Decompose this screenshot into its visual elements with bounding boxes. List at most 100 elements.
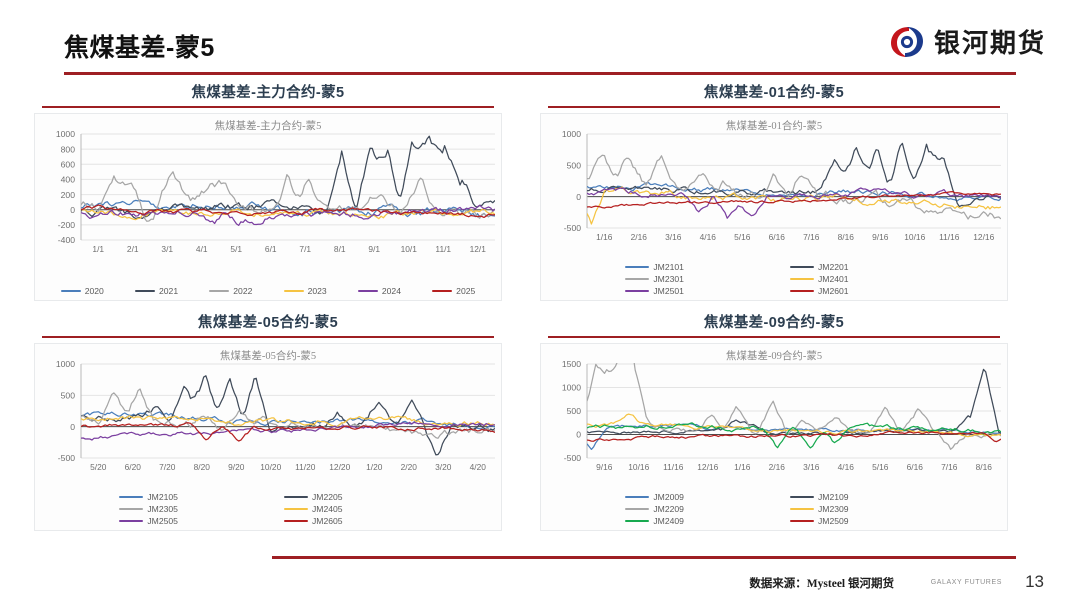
svg-text:1500: 1500 [562, 359, 581, 369]
svg-text:7/16: 7/16 [941, 462, 958, 472]
legend-swatch [625, 277, 650, 281]
svg-text:1000: 1000 [562, 383, 581, 393]
legend-item: JM2405 [268, 504, 433, 514]
legend-swatch [790, 519, 814, 523]
legend-swatch [134, 289, 155, 293]
legend-label: JM2109 [818, 492, 849, 502]
line-chart-plot: 1000 500 0 -500 5/20 6/20 7/20 8/20 9/20 10/20 11/… [56, 359, 495, 472]
legend-label: 2025 [456, 286, 476, 296]
svg-text:5/20: 5/20 [90, 462, 107, 472]
legend-item: 2023 [268, 286, 342, 296]
chart-card: 焦煤基差-09合约-蒙5 1500 1000 500 0 -500 9/16 10/16 11… [540, 343, 1008, 531]
legend-swatch [60, 289, 81, 293]
legend-label: JM2605 [312, 516, 343, 526]
svg-text:-500: -500 [564, 453, 581, 463]
legend-label: JM2505 [147, 516, 178, 526]
panel-divider [548, 336, 1000, 338]
svg-text:6/20: 6/20 [125, 462, 142, 472]
legend-label: 2024 [381, 286, 401, 296]
svg-text:7/1: 7/1 [299, 244, 311, 254]
line-chart-plot: 1000 500 0 -500 1/16 2/16 3/16 4/16 5/16 6/16 7/16… [562, 129, 1001, 242]
panel-title: 焦煤基差-05合约-蒙5 [197, 315, 339, 331]
header-divider [64, 72, 1016, 75]
svg-text:6/16: 6/16 [769, 232, 786, 242]
legend-swatch [790, 495, 814, 499]
svg-text:10/16: 10/16 [904, 232, 925, 242]
svg-text:10/1: 10/1 [401, 244, 418, 254]
legend-swatch [790, 289, 814, 293]
legend-swatch [119, 507, 144, 511]
legend-swatch [284, 507, 308, 511]
svg-text:4/20: 4/20 [470, 462, 487, 472]
svg-text:2/16: 2/16 [769, 462, 786, 472]
legend-label: JM2501 [653, 286, 684, 296]
svg-text:8/1: 8/1 [334, 244, 346, 254]
legend-item: JM2505 [103, 516, 268, 526]
svg-text:0: 0 [576, 192, 581, 202]
legend-item: JM2205 [268, 492, 433, 502]
legend-item: JM2605 [268, 516, 433, 526]
legend-swatch [625, 519, 650, 523]
svg-text:7/16: 7/16 [803, 232, 820, 242]
svg-text:-500: -500 [564, 223, 581, 233]
panel-divider [42, 336, 494, 338]
legend-label: JM2301 [653, 274, 684, 284]
chart-legend: JM2105 JM2205 JM2305 JM2405 JM2505 JM2605 [35, 492, 501, 526]
legend-swatch [625, 289, 650, 293]
svg-text:12/20: 12/20 [329, 462, 350, 472]
svg-text:-400: -400 [58, 235, 75, 245]
svg-text:600: 600 [61, 159, 76, 169]
legend-item: 2021 [119, 286, 193, 296]
legend-swatch [283, 289, 304, 293]
legend-swatch [790, 265, 814, 269]
legend-item: JM2109 [774, 492, 939, 502]
svg-text:800: 800 [61, 144, 76, 154]
legend-swatch [625, 507, 650, 511]
legend-swatch [625, 265, 650, 269]
chart-panel-contract-05: 焦煤基差-05合约-蒙5 焦煤基差-05合约-蒙5 1000 500 0 -500 5/… [34, 312, 502, 544]
brand-name: 银河期货 [933, 28, 1046, 58]
svg-text:12/1: 12/1 [470, 244, 487, 254]
legend-label: 2023 [307, 286, 327, 296]
legend-swatch [357, 289, 378, 293]
chart-legend: JM2009 JM2109 JM2209 JM2309 JM2409 JM2509 [541, 492, 1007, 526]
svg-text:1000: 1000 [56, 359, 75, 369]
svg-text:11/16: 11/16 [663, 462, 684, 472]
legend-item: JM2101 [609, 262, 774, 272]
legend-item: JM2409 [609, 516, 774, 526]
svg-text:4/16: 4/16 [700, 232, 717, 242]
legend-label: 2020 [84, 286, 104, 296]
svg-text:12/16: 12/16 [697, 462, 718, 472]
legend-swatch [284, 519, 308, 523]
legend-item: JM2009 [609, 492, 774, 502]
svg-text:3/1: 3/1 [161, 244, 173, 254]
svg-text:5/16: 5/16 [872, 462, 889, 472]
legend-label: JM2409 [653, 516, 684, 526]
chart-panel-contract-09: 焦煤基差-09合约-蒙5 焦煤基差-09合约-蒙5 1500 1000 500 0 -5… [540, 312, 1008, 544]
svg-text:8/16: 8/16 [838, 232, 855, 242]
svg-text:3/16: 3/16 [665, 232, 682, 242]
svg-text:2/1: 2/1 [127, 244, 139, 254]
panel-title: 焦煤基差-09合约-蒙5 [703, 315, 845, 331]
svg-text:1000: 1000 [562, 129, 581, 139]
legend-item: JM2501 [609, 286, 774, 296]
legend-item: 2022 [194, 286, 268, 296]
legend-item: JM2201 [774, 262, 939, 272]
svg-text:11/1: 11/1 [435, 244, 451, 254]
svg-text:1000: 1000 [56, 129, 75, 139]
legend-label: JM2309 [818, 504, 849, 514]
svg-text:-200: -200 [58, 220, 75, 230]
svg-text:9/1: 9/1 [368, 244, 380, 254]
chart-legend: JM2101 JM2201 JM2301 JM2401 JM2501 JM2601 [541, 262, 1007, 296]
page-footer: 数据来源：Mysteel 银河期货 GALAXY FUTURES 13 [0, 572, 1080, 602]
legend-item: 2025 [417, 286, 491, 296]
svg-text:2/16: 2/16 [631, 232, 648, 242]
svg-text:500: 500 [567, 406, 582, 416]
svg-text:4/16: 4/16 [838, 462, 855, 472]
svg-text:9/16: 9/16 [872, 232, 889, 242]
charts-grid: 焦煤基差-主力合约-蒙5 焦煤基差-主力合约-蒙5 1000 800 600 400 2… [0, 82, 1080, 554]
svg-text:3/20: 3/20 [435, 462, 452, 472]
legend-label: 2021 [158, 286, 179, 296]
svg-text:3/16: 3/16 [803, 462, 820, 472]
svg-text:6/1: 6/1 [265, 244, 277, 254]
